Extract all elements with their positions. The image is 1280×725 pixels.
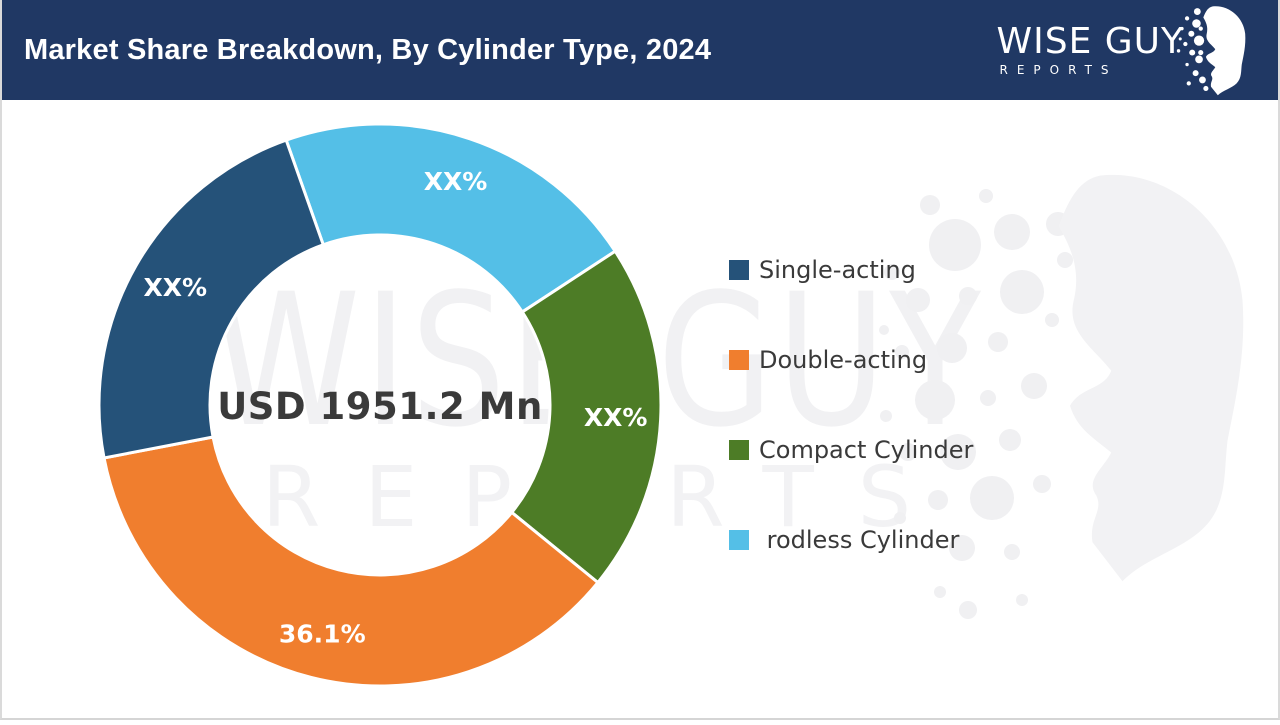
wise-guy-reports-logo: WISE GUY REPORTS xyxy=(997,3,1255,97)
segment-label-single-acting: XX% xyxy=(143,273,207,302)
logo-text: WISE GUY REPORTS xyxy=(996,21,1185,77)
legend-label: Single-acting xyxy=(759,256,916,284)
donut-segment-compact-cylinder xyxy=(509,249,663,585)
legend-label: rodless Cylinder xyxy=(759,526,960,554)
logo-reports-text: REPORTS xyxy=(999,63,1118,77)
donut-chart: XX% XX% 36.1% XX% xyxy=(97,122,663,688)
page-title: Market Share Breakdown, By Cylinder Type… xyxy=(24,33,712,66)
segment-label-double-acting: 36.1% xyxy=(279,619,366,648)
donut-segment-single-acting xyxy=(97,138,326,460)
legend-item-compact-cylinder: Compact Cylinder xyxy=(729,436,973,464)
legend-label: Double-acting xyxy=(759,346,928,374)
legend-label: Compact Cylinder xyxy=(759,436,974,464)
legend-swatch-double-acting xyxy=(729,350,749,370)
logo-wordmark: WISE GUY xyxy=(996,21,1184,62)
logo-head-icon xyxy=(1176,6,1246,96)
legend-item-rodless-cylinder: rodless Cylinder xyxy=(729,526,973,554)
donut-segment-rodless-cylinder xyxy=(284,122,618,315)
segment-label-compact-cylinder: XX% xyxy=(584,403,648,432)
legend-item-double-acting: Double-acting xyxy=(729,346,973,374)
legend-swatch-compact-cylinder xyxy=(729,440,749,460)
legend-item-single-acting: Single-acting xyxy=(729,256,973,284)
segment-label-rodless-cylinder: XX% xyxy=(424,167,488,196)
legend-swatch-rodless-cylinder xyxy=(729,530,749,550)
legend-swatch-single-acting xyxy=(729,260,749,280)
watermark-face-dots xyxy=(879,189,1073,619)
donut-segment-double-acting xyxy=(102,435,600,688)
chart-legend: Single-acting Double-acting Compact Cyli… xyxy=(729,256,973,616)
watermark-face-silhouette xyxy=(1058,174,1244,582)
header-bar: Market Share Breakdown, By Cylinder Type… xyxy=(0,0,1280,100)
chart-center-value: USD 1951.2 Mn xyxy=(217,385,543,428)
